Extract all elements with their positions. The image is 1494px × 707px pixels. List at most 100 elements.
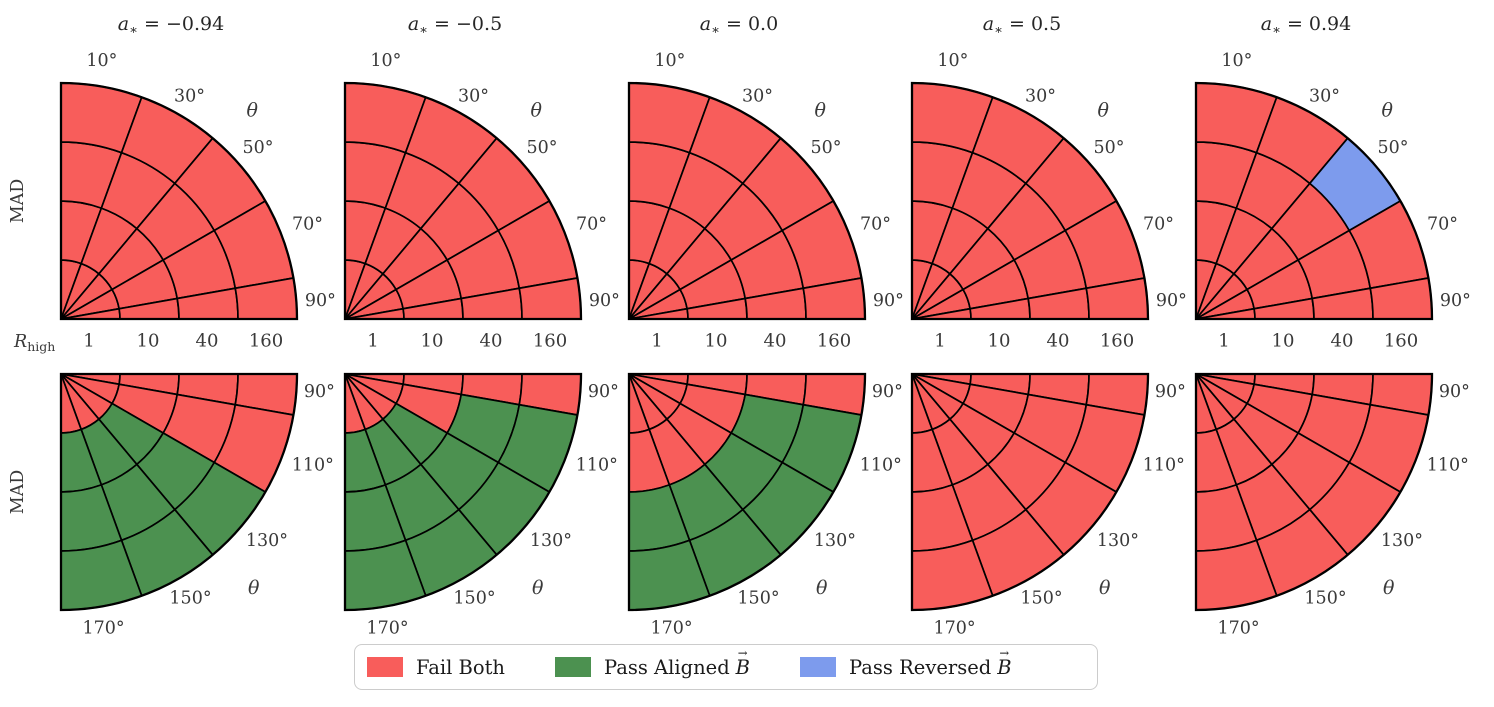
theta-tick-label: 70° <box>292 214 323 234</box>
theta-tick-label: 90° <box>1155 382 1186 402</box>
r-tick-label: 40 <box>196 331 219 352</box>
legend: Fail Both→ Pass Aligned→B Pass Reversed→… <box>354 644 1098 690</box>
subplot-top-a−0.5: 10° 30° 50° 70° 90° θ a∗ = −0.5 1 10 40 160 <box>343 13 620 352</box>
r-tick-label: 10 <box>988 331 1011 352</box>
wedge-outline <box>627 81 867 321</box>
theta-tick-label: 10° <box>370 51 401 71</box>
rhigh-axis-label: Rhigh <box>13 332 55 354</box>
theta-tick-label: 150° <box>453 588 495 608</box>
r-tick-label: 40 <box>480 331 503 352</box>
theta-axis-symbol: θ <box>246 99 258 121</box>
theta-tick-label: 150° <box>737 588 779 608</box>
subplot-bottom-a−0.5: 90° 110° 130° 150° 170° θ <box>343 372 619 638</box>
theta-axis-symbol: θ <box>1381 99 1393 121</box>
theta-tick-label: 90° <box>305 291 336 311</box>
theta-tick-label: 130° <box>530 531 572 551</box>
theta-tick-label: 70° <box>576 214 607 234</box>
theta-tick-label: 130° <box>814 531 856 551</box>
theta-tick-label: 170° <box>367 618 409 638</box>
r-tick-label: 40 <box>764 331 787 352</box>
theta-tick-label: 90° <box>1440 291 1471 311</box>
theta-tick-label: 90° <box>873 291 904 311</box>
r-tick-label: 1 <box>651 331 662 352</box>
legend-item-pass-aligned: Pass Aligned → B <box>554 646 750 679</box>
r-tick-label: 10 <box>705 331 728 352</box>
r-tick-label: 40 <box>1331 331 1354 352</box>
r-tick-label: 160 <box>817 331 851 352</box>
r-tick-label: 1 <box>83 331 94 352</box>
theta-tick-label: 110° <box>1143 456 1185 476</box>
wedge-outline <box>59 372 299 612</box>
r-tick-label: 1 <box>1218 331 1229 352</box>
theta-tick-label: 90° <box>589 291 620 311</box>
ylabel-mad: MAD <box>8 179 28 224</box>
theta-tick-label: 110° <box>860 456 902 476</box>
theta-axis-symbol: θ <box>816 577 828 599</box>
theta-tick-label: 90° <box>1439 382 1470 402</box>
subplot-title: a∗ = 0.94 <box>1261 13 1351 38</box>
theta-axis-symbol: θ <box>530 99 542 121</box>
wedge-outline <box>910 372 1150 612</box>
theta-tick-label: 150° <box>1304 588 1346 608</box>
vector-arrow-icon: → <box>999 646 1009 661</box>
theta-tick-label: 50° <box>242 138 273 158</box>
subplot-top-a0.0: 10° 30° 50° 70° 90° θ a∗ = 0.0 1 10 40 160 <box>627 13 904 352</box>
r-tick-label: 160 <box>1384 331 1418 352</box>
theta-tick-label: 170° <box>934 618 976 638</box>
r-tick-label: 160 <box>1100 331 1134 352</box>
r-tick-label: 160 <box>249 331 283 352</box>
legend-label: Fail Both→ <box>416 655 505 679</box>
theta-tick-label: 70° <box>1143 214 1174 234</box>
theta-tick-label: 30° <box>1025 86 1056 106</box>
theta-tick-label: 90° <box>588 382 619 402</box>
theta-tick-label: 30° <box>458 86 489 106</box>
legend-label: Pass Reversed → B <box>849 646 1012 679</box>
theta-tick-label: 50° <box>1093 138 1124 158</box>
r-tick-label: 10 <box>1272 331 1295 352</box>
r-tick-label: 40 <box>1047 331 1070 352</box>
wedge-outline <box>1194 372 1434 612</box>
theta-tick-label: 130° <box>1097 531 1139 551</box>
theta-tick-label: 90° <box>1156 291 1187 311</box>
theta-tick-label: 150° <box>169 588 211 608</box>
wedge-outline <box>343 372 583 612</box>
subplot-top-a0.5: 10° 30° 50° 70° 90° θ a∗ = 0.5 1 10 40 160 <box>910 13 1187 352</box>
r-tick-label: 10 <box>421 331 444 352</box>
theta-tick-label: 130° <box>1381 531 1423 551</box>
pass-aligned-swatch <box>554 657 591 677</box>
theta-tick-label: 170° <box>1218 618 1260 638</box>
subplot-title: a∗ = −0.94 <box>118 13 224 38</box>
theta-tick-label: 10° <box>937 51 968 71</box>
theta-axis-symbol: θ <box>814 99 826 121</box>
ylabel-mad: MAD <box>8 470 28 515</box>
legend-item-pass-reversed: Pass Reversed → B <box>800 646 1012 679</box>
theta-tick-label: 130° <box>246 531 288 551</box>
theta-tick-label: 10° <box>654 51 685 71</box>
theta-axis-symbol: θ <box>1097 99 1109 121</box>
theta-tick-label: 10° <box>86 51 117 71</box>
theta-axis-symbol: θ <box>532 577 544 599</box>
r-tick-label: 10 <box>137 331 160 352</box>
wedge-outline <box>910 81 1150 321</box>
theta-tick-label: 110° <box>576 456 618 476</box>
theta-tick-label: 70° <box>1427 214 1458 234</box>
pass-reversed-swatch <box>800 657 837 677</box>
theta-tick-label: 30° <box>174 86 205 106</box>
subplot-top-a−0.94: 10° 30° 50° 70° 90° θ a∗ = −0.94 1 10 40 160 <box>59 13 336 352</box>
subplot-bottom-a0.94: 90° 110° 130° 150° 170° θ <box>1194 372 1470 638</box>
theta-tick-label: 90° <box>872 382 903 402</box>
theta-tick-label: 150° <box>1020 588 1062 608</box>
subplot-bottom-a0.5: 90° 110° 130° 150° 170° θ <box>910 372 1186 638</box>
wedge-outline <box>59 81 299 321</box>
vector-b-symbol: → B <box>997 646 1012 679</box>
wedge-outline <box>343 81 583 321</box>
fail-both-swatch <box>367 657 403 677</box>
theta-tick-label: 30° <box>742 86 773 106</box>
subplot-top-a0.94: 10° 30° 50° 70° 90° θ a∗ = 0.94 1 10 40 160 <box>1194 13 1471 352</box>
theta-tick-label: 110° <box>1427 456 1469 476</box>
theta-tick-label: 10° <box>1221 51 1252 71</box>
theta-tick-label: 170° <box>83 618 125 638</box>
theta-tick-label: 50° <box>810 138 841 158</box>
r-tick-label: 1 <box>367 331 378 352</box>
